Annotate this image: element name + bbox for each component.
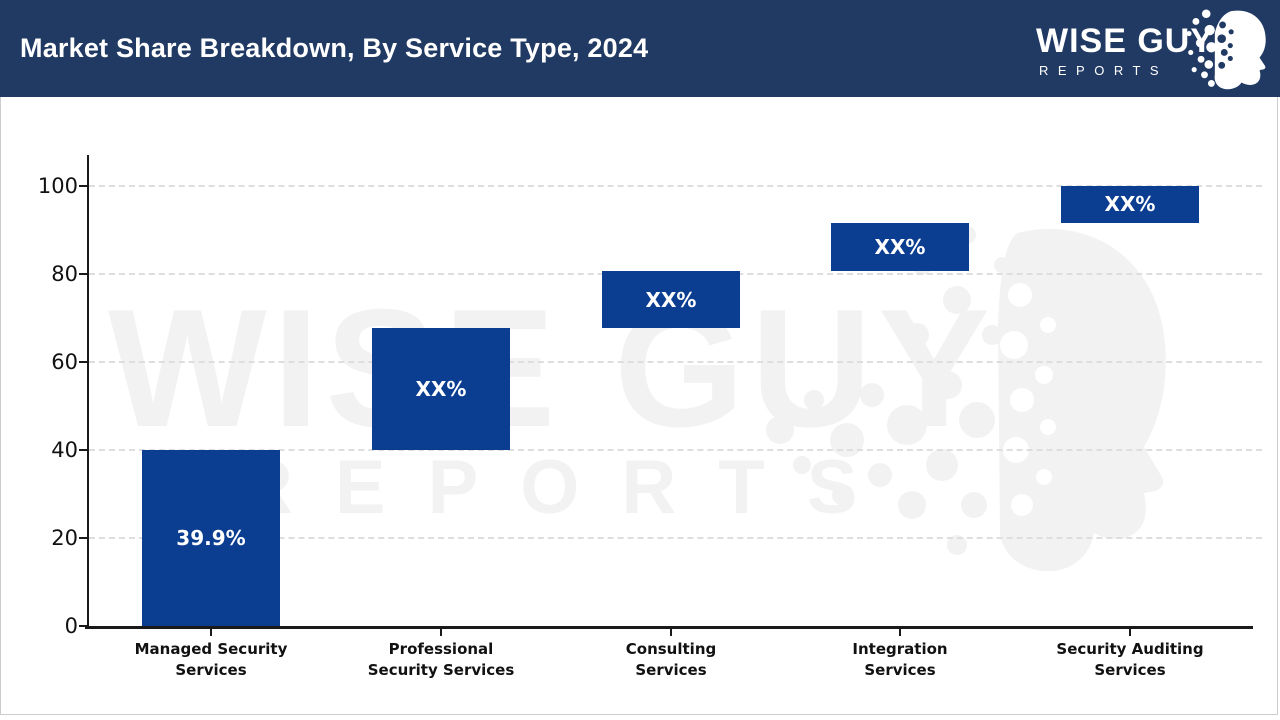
bar-value-label: XX% bbox=[645, 287, 697, 312]
bar-value-label: XX% bbox=[1104, 192, 1156, 217]
gridline-20 bbox=[89, 537, 1262, 539]
y-tick-label-20: 20 bbox=[51, 526, 78, 550]
bar-4: XX% bbox=[831, 222, 969, 271]
x-tick-mark-5 bbox=[1129, 629, 1131, 636]
page-title: Market Share Breakdown, By Service Type,… bbox=[20, 33, 649, 63]
logo-text: WISE GUY REPORTS bbox=[1036, 22, 1214, 78]
header-bar: Market Share Breakdown, By Service Type,… bbox=[0, 0, 1280, 97]
y-tick-mark-0 bbox=[79, 625, 87, 627]
logo-subtitle: REPORTS bbox=[1039, 63, 1169, 78]
bar-value-label: XX% bbox=[415, 377, 467, 402]
bar-3: XX% bbox=[602, 270, 740, 329]
x-category-line: Services bbox=[864, 661, 936, 679]
gridline-60 bbox=[89, 361, 1262, 363]
x-category-line: Security Auditing bbox=[1056, 640, 1204, 658]
y-tick-label-0: 0 bbox=[64, 614, 78, 638]
x-category-line: Professional bbox=[388, 640, 494, 658]
x-category-line: Services bbox=[1094, 661, 1166, 679]
x-tick-mark-4 bbox=[899, 629, 901, 636]
x-category-label-5: Security Auditing Services bbox=[1014, 639, 1246, 681]
x-category-line: Security Services bbox=[367, 661, 515, 679]
x-tick-mark-1 bbox=[210, 629, 212, 636]
x-category-label-4: Integration Services bbox=[784, 639, 1016, 681]
watermark-head-graphic: , bbox=[766, 226, 1166, 572]
y-axis-line bbox=[87, 155, 89, 628]
wise-guy-reports-logo: WISE GUY REPORTS bbox=[1018, 6, 1268, 92]
x-category-label-2: Professional Security Services bbox=[325, 639, 557, 681]
x-category-line: Services bbox=[175, 661, 247, 679]
gridline-40 bbox=[89, 449, 1262, 451]
y-tick-label-100: 100 bbox=[37, 174, 78, 198]
x-category-line: Consulting bbox=[625, 640, 717, 658]
x-tick-mark-2 bbox=[440, 629, 442, 636]
x-tick-mark-3 bbox=[670, 629, 672, 636]
bar-2: XX% bbox=[372, 328, 510, 451]
watermark-reports: REPORTS bbox=[238, 445, 900, 530]
x-category-line: Managed Security bbox=[134, 640, 288, 658]
bar-5: XX% bbox=[1061, 186, 1199, 223]
x-category-line: Services bbox=[635, 661, 707, 679]
x-category-label-1: Managed Security Services bbox=[95, 639, 327, 681]
bar-1: 39.9% bbox=[142, 450, 280, 626]
x-category-label-3: Consulting Services bbox=[555, 639, 787, 681]
bar-value-label: XX% bbox=[874, 234, 926, 259]
logo-head-icon bbox=[1186, 9, 1266, 90]
bar-value-label: 39.9% bbox=[176, 526, 246, 551]
y-tick-mark-20 bbox=[79, 537, 87, 539]
y-tick-mark-80 bbox=[79, 273, 87, 275]
y-tick-mark-100 bbox=[79, 185, 87, 187]
logo-wordmark: WISE GUY bbox=[1036, 22, 1215, 60]
x-category-line: Integration bbox=[852, 640, 948, 658]
y-tick-label-80: 80 bbox=[51, 262, 78, 286]
y-tick-label-60: 60 bbox=[51, 350, 78, 374]
y-tick-mark-40 bbox=[79, 449, 87, 451]
y-tick-label-40: 40 bbox=[51, 438, 78, 462]
y-tick-mark-60 bbox=[79, 361, 87, 363]
gridline-100 bbox=[89, 185, 1262, 187]
x-axis-line bbox=[85, 626, 1253, 629]
